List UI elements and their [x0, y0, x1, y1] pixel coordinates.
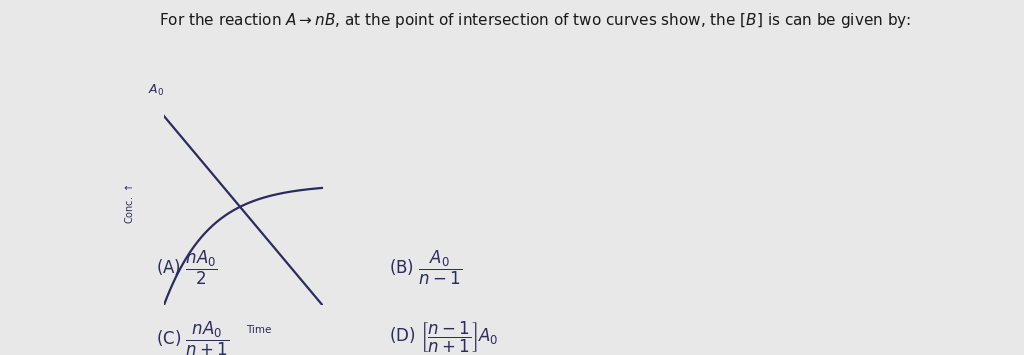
Text: For the reaction $A \rightarrow nB$, at the point of intersection of two curves : For the reaction $A \rightarrow nB$, at … [159, 11, 911, 30]
Text: (C) $\dfrac{nA_0}{n+1}$: (C) $\dfrac{nA_0}{n+1}$ [156, 320, 229, 355]
Text: (A) $\dfrac{nA_0}{2}$: (A) $\dfrac{nA_0}{2}$ [156, 248, 217, 287]
Text: Conc. $\uparrow$: Conc. $\uparrow$ [123, 184, 135, 224]
Text: (B) $\dfrac{A_0}{n-1}$: (B) $\dfrac{A_0}{n-1}$ [389, 248, 462, 287]
Text: (D) $\left[\dfrac{n-1}{n+1}\right]A_0$: (D) $\left[\dfrac{n-1}{n+1}\right]A_0$ [389, 320, 499, 355]
Text: Time: Time [247, 325, 271, 335]
Text: $A_0$: $A_0$ [147, 83, 164, 98]
